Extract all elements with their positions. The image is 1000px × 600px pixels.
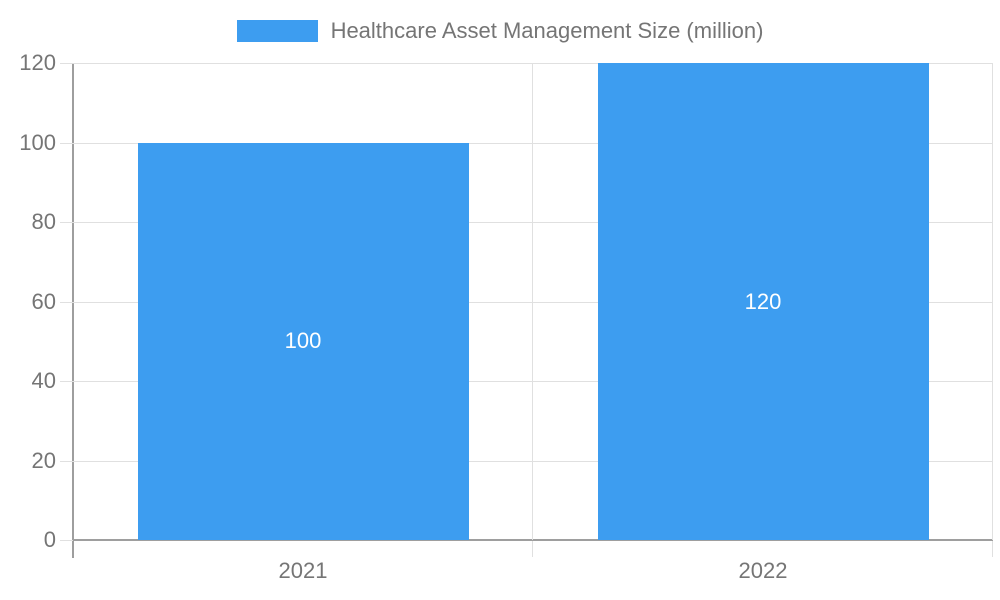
- y-tick-label-80: 80: [31, 209, 56, 234]
- bar-2021[interactable]: 100: [137, 142, 469, 540]
- gridline-x-2: [992, 63, 993, 540]
- plot-area: 100 120: [73, 63, 993, 540]
- y-tick-label-100: 100: [19, 129, 56, 155]
- x-axis-line: [72, 539, 993, 541]
- bar-2022[interactable]: 120: [597, 63, 929, 540]
- y-tick-label-20: 20: [31, 447, 56, 473]
- y-tick-mark-20: [60, 460, 73, 462]
- gridline-y-100: [73, 142, 993, 144]
- y-tick-label-120: 120: [19, 50, 56, 75]
- gridline-x-1: [532, 63, 533, 540]
- y-tick-mark-100: [60, 142, 73, 144]
- x-tick-mark-1: [532, 541, 533, 557]
- gridline-y-80: [73, 222, 993, 223]
- y-tick-mark-0: [60, 540, 73, 541]
- legend-item[interactable]: Healthcare Asset Management Size (millio…: [236, 18, 764, 44]
- y-tick-label-0: 0: [43, 527, 56, 552]
- gridline-y-60: [73, 301, 993, 303]
- x-axis-label-2022: 2022: [738, 558, 788, 583]
- bar-value-label-2022: 120: [744, 288, 782, 314]
- gridline-y-40: [73, 381, 993, 382]
- y-tick-label-40: 40: [31, 368, 56, 393]
- x-axis-label-2021: 2021: [278, 558, 328, 583]
- bar-value-label-2021: 100: [284, 328, 322, 354]
- gridline-y-20: [73, 460, 993, 462]
- legend-swatch-icon: [236, 20, 318, 42]
- y-tick-mark-40: [60, 381, 73, 382]
- x-tick-mark-2: [992, 541, 993, 557]
- legend-label: Healthcare Asset Management Size (millio…: [330, 18, 764, 43]
- y-tick-mark-120: [60, 63, 73, 64]
- y-tick-mark-60: [60, 301, 73, 303]
- y-axis-line: [72, 63, 74, 558]
- gridline-y-120: [73, 63, 993, 64]
- legend: Healthcare Asset Management Size (millio…: [0, 18, 1000, 44]
- y-tick-mark-80: [60, 222, 73, 223]
- y-tick-label-60: 60: [31, 288, 56, 314]
